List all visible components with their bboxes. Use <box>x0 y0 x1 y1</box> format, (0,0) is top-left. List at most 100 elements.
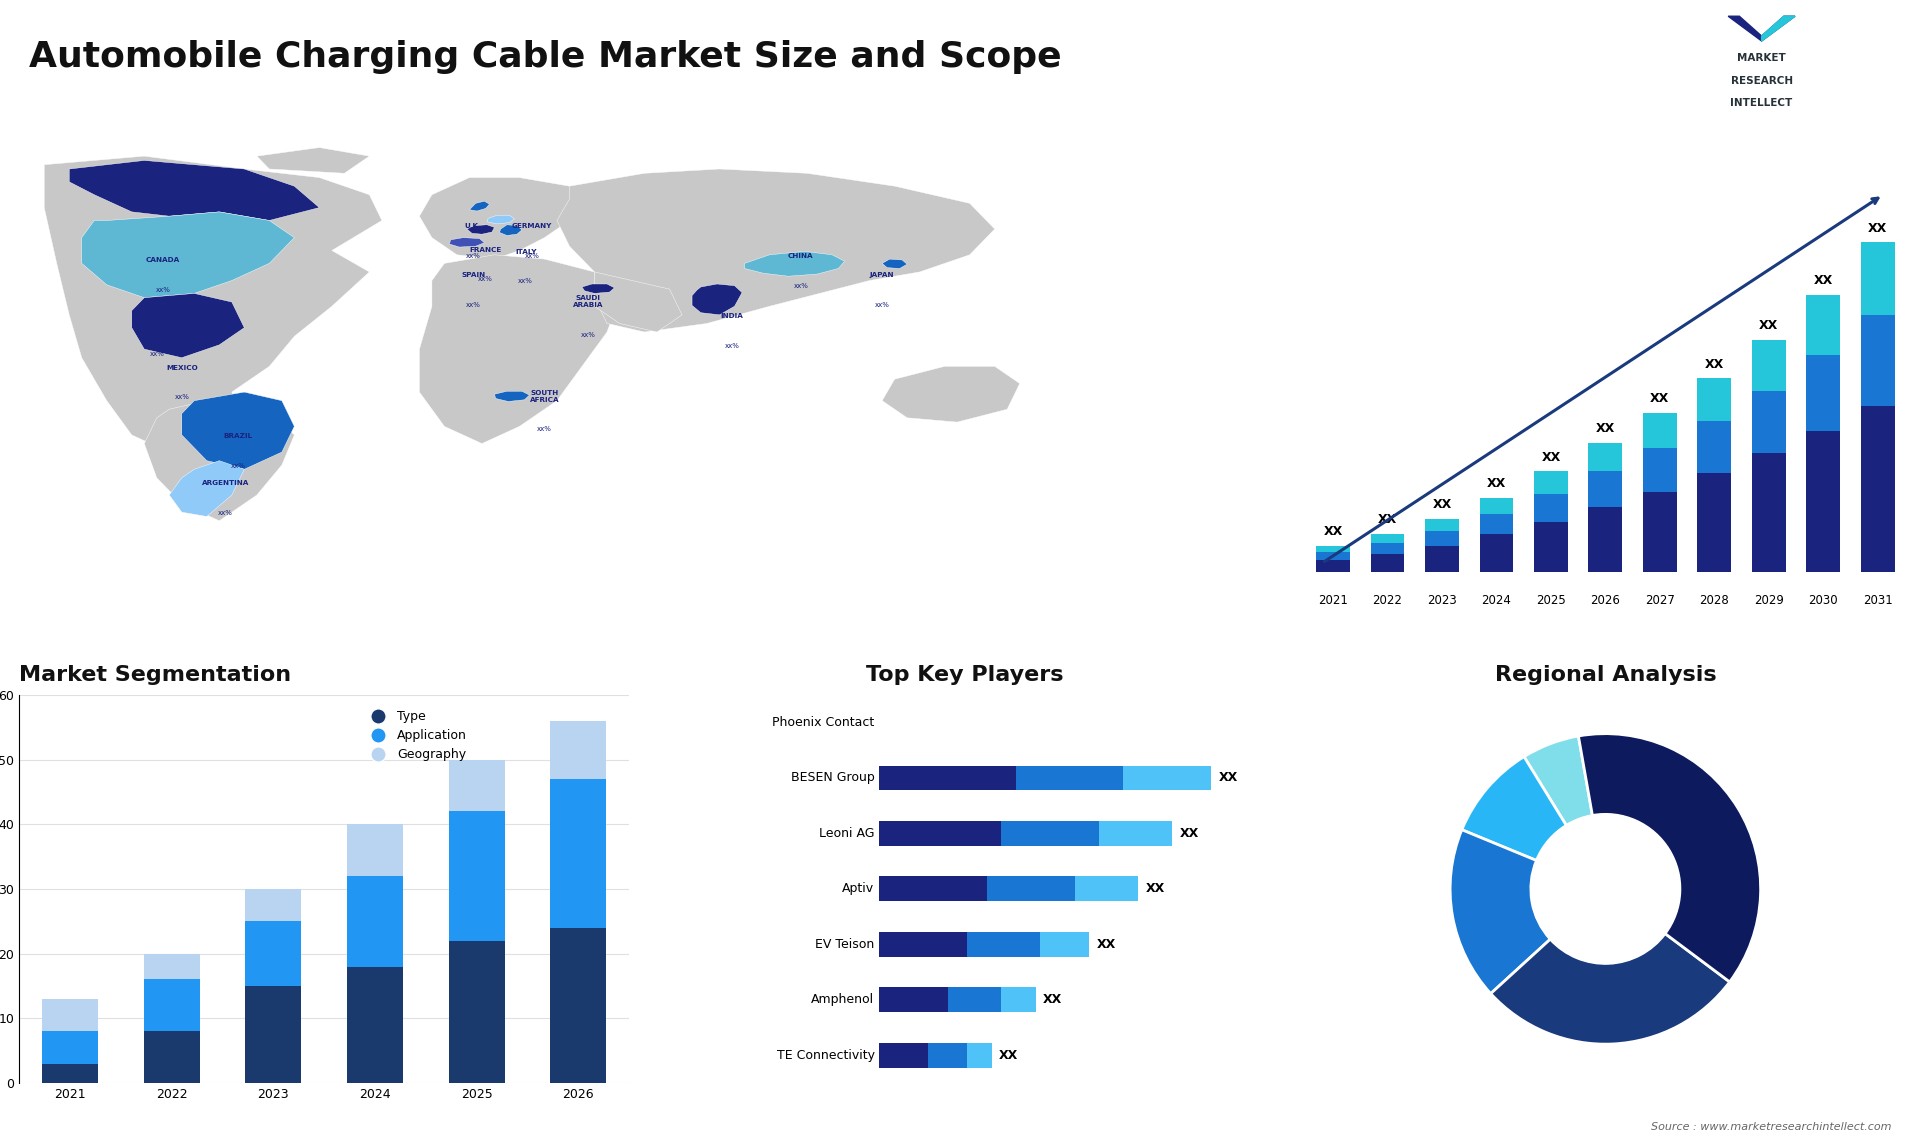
Polygon shape <box>144 401 294 520</box>
Text: 2025: 2025 <box>1536 594 1567 606</box>
Bar <box>1534 494 1569 521</box>
Bar <box>1315 545 1350 552</box>
Bar <box>879 1043 927 1068</box>
Text: xx%: xx% <box>156 286 171 293</box>
Bar <box>1315 560 1350 572</box>
Text: SPAIN: SPAIN <box>461 273 486 278</box>
Bar <box>144 980 200 1031</box>
Bar <box>348 876 403 966</box>
Bar <box>348 824 403 876</box>
Text: XX: XX <box>1043 994 1062 1006</box>
Text: XX: XX <box>1096 937 1116 951</box>
Bar <box>42 1063 98 1083</box>
Text: Leoni AG: Leoni AG <box>820 827 874 840</box>
Bar <box>1425 545 1459 572</box>
Text: BRAZIL: BRAZIL <box>223 433 253 439</box>
Bar <box>246 921 301 986</box>
Text: xx%: xx% <box>230 463 246 469</box>
Bar <box>1751 391 1786 453</box>
Text: INTELLECT: INTELLECT <box>1730 97 1793 108</box>
Polygon shape <box>419 178 595 259</box>
Bar <box>551 721 607 779</box>
Title: Regional Analysis: Regional Analysis <box>1494 665 1716 685</box>
Text: BESEN Group: BESEN Group <box>791 771 874 785</box>
Text: XX: XX <box>1219 771 1238 785</box>
Polygon shape <box>1728 16 1795 41</box>
Text: XX: XX <box>1596 423 1615 435</box>
Bar <box>42 999 98 1031</box>
Bar <box>1807 431 1839 572</box>
Text: xx%: xx% <box>175 394 190 400</box>
Bar <box>879 877 987 902</box>
Bar <box>1016 766 1123 791</box>
Bar <box>1002 988 1035 1012</box>
Text: XX: XX <box>1379 513 1398 526</box>
Bar <box>449 941 505 1083</box>
Legend: Type, Application, Geography: Type, Application, Geography <box>361 705 472 767</box>
Text: MARKET: MARKET <box>1738 53 1786 63</box>
Text: xx%: xx% <box>150 352 165 358</box>
Text: 2027: 2027 <box>1645 594 1674 606</box>
Bar <box>1480 497 1513 513</box>
Text: xx%: xx% <box>524 252 540 259</box>
Text: 2026: 2026 <box>1590 594 1620 606</box>
Bar <box>1697 473 1732 572</box>
Text: 2022: 2022 <box>1373 594 1402 606</box>
Text: xx%: xx% <box>582 332 595 338</box>
Bar <box>879 821 1002 846</box>
Bar <box>1588 471 1622 507</box>
Text: U.S.: U.S. <box>148 322 165 328</box>
Title: Top Key Players: Top Key Players <box>866 665 1064 685</box>
Text: ARGENTINA: ARGENTINA <box>202 480 250 486</box>
Polygon shape <box>132 293 244 358</box>
Text: XX: XX <box>1323 525 1342 539</box>
Text: XX: XX <box>1179 827 1198 840</box>
Wedge shape <box>1490 934 1730 1044</box>
Bar <box>1751 453 1786 572</box>
Bar <box>968 932 1041 957</box>
Bar <box>1480 513 1513 534</box>
Wedge shape <box>1450 830 1549 994</box>
Bar <box>144 953 200 980</box>
Text: xx%: xx% <box>876 303 889 308</box>
Text: EV Teison: EV Teison <box>816 937 874 951</box>
Bar <box>246 986 301 1083</box>
Text: xx%: xx% <box>467 303 480 308</box>
Bar <box>449 760 505 811</box>
Bar <box>1425 519 1459 531</box>
Polygon shape <box>419 254 620 444</box>
Bar <box>1697 378 1732 421</box>
Text: 2023: 2023 <box>1427 594 1457 606</box>
Bar <box>1480 534 1513 572</box>
Text: xx%: xx% <box>538 426 551 432</box>
Polygon shape <box>691 284 741 315</box>
Text: XX: XX <box>1705 358 1724 371</box>
Bar <box>1075 877 1139 902</box>
Bar <box>1371 534 1404 543</box>
Text: XX: XX <box>1759 320 1778 332</box>
Text: xx%: xx% <box>724 343 739 348</box>
Polygon shape <box>881 259 906 268</box>
Text: xx%: xx% <box>478 276 493 282</box>
Text: XX: XX <box>1814 274 1834 286</box>
Polygon shape <box>449 237 484 248</box>
Polygon shape <box>44 156 382 453</box>
Bar <box>42 1031 98 1063</box>
Text: INDIA: INDIA <box>720 313 743 319</box>
Bar <box>1588 507 1622 572</box>
Text: 2024: 2024 <box>1482 594 1511 606</box>
Text: XX: XX <box>1542 450 1561 464</box>
Bar <box>246 889 301 921</box>
Polygon shape <box>69 160 319 220</box>
Text: xx%: xx% <box>467 252 480 259</box>
Bar <box>879 766 1016 791</box>
Bar <box>1588 444 1622 471</box>
Bar <box>1860 406 1895 572</box>
Text: 2029: 2029 <box>1753 594 1784 606</box>
Polygon shape <box>488 215 515 223</box>
Polygon shape <box>169 461 244 517</box>
Bar <box>1534 471 1569 494</box>
Text: CHINA: CHINA <box>787 253 814 259</box>
Bar <box>1315 552 1350 560</box>
Text: TE Connectivity: TE Connectivity <box>776 1049 874 1061</box>
